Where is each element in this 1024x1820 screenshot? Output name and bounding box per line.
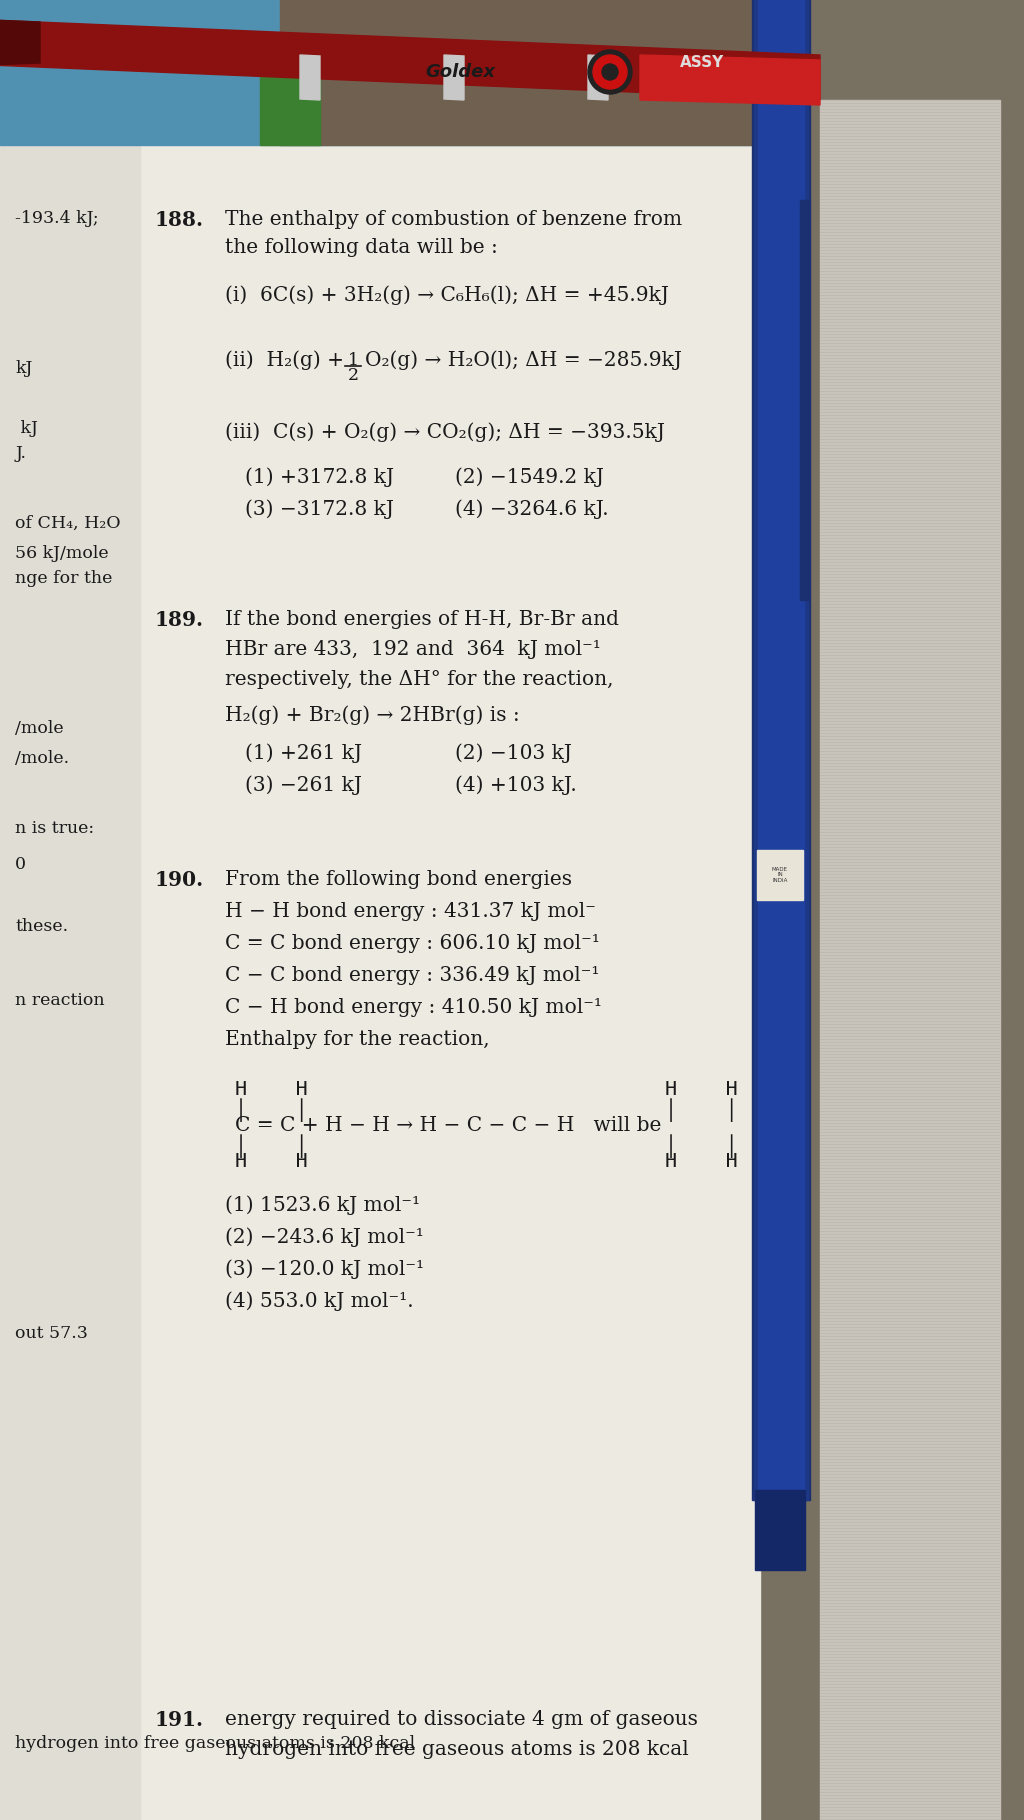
Bar [754,0,808,1500]
Text: The enthalpy of combustion of benzene from: The enthalpy of combustion of benzene fr… [225,209,682,229]
Text: ASSY: ASSY [680,55,724,69]
Text: kJ: kJ [15,420,38,437]
Text: HBr are 433,  192 and  364  kJ mol⁻¹: HBr are 433, 192 and 364 kJ mol⁻¹ [225,641,601,659]
Circle shape [593,55,627,89]
Text: 190.: 190. [155,870,204,890]
Text: C − H bond energy : 410.50 kJ mol⁻¹: C − H bond energy : 410.50 kJ mol⁻¹ [225,997,602,1017]
Text: Goldex: Goldex [425,64,495,82]
Text: (2) −243.6 kJ mol⁻¹: (2) −243.6 kJ mol⁻¹ [225,1227,424,1247]
Text: (4) 553.0 kJ mol⁻¹.: (4) 553.0 kJ mol⁻¹. [225,1290,414,1310]
Text: H − H bond energy : 431.37 kJ mol⁻: H − H bond energy : 431.37 kJ mol⁻ [225,903,596,921]
Bar [0,0,760,146]
Text: 0: 0 [15,855,26,874]
Text: (2) −1549.2 kJ: (2) −1549.2 kJ [455,468,604,486]
Text: Enthalpy for the reaction,: Enthalpy for the reaction, [225,1030,489,1048]
Text: H    H: H H [665,1152,737,1170]
Text: 189.: 189. [155,610,204,630]
Bar [757,850,803,901]
Text: 191.: 191. [155,1711,204,1731]
Text: (ii)  H₂(g) +: (ii) H₂(g) + [225,349,350,369]
Text: these.: these. [15,917,69,935]
Bar [755,1491,805,1571]
Text: /mole.: /mole. [15,750,70,766]
Bar [752,0,810,1500]
Text: C = C bond energy : 606.10 kJ mol⁻¹: C = C bond energy : 606.10 kJ mol⁻¹ [225,934,600,954]
Text: nge for the: nge for the [15,570,113,588]
Polygon shape [0,140,140,1820]
Text: │    │: │ │ [234,1097,308,1121]
Polygon shape [300,55,319,100]
Circle shape [602,64,618,80]
Text: (1) +261 kJ: (1) +261 kJ [245,743,362,763]
Text: /mole: /mole [15,721,63,737]
Text: C − C bond energy : 336.49 kJ mol⁻¹: C − C bond energy : 336.49 kJ mol⁻¹ [225,966,599,985]
Text: respectively, the ΔH° for the reaction,: respectively, the ΔH° for the reaction, [225,670,613,690]
Text: │    │: │ │ [234,1134,308,1158]
Text: H    H: H H [234,1152,308,1170]
Bar [280,0,760,146]
Text: 1: 1 [347,351,358,369]
Text: (2) −103 kJ: (2) −103 kJ [455,743,571,763]
Text: energy required to dissociate 4 gm of gaseous: energy required to dissociate 4 gm of ga… [225,1711,698,1729]
Text: H    H: H H [665,1079,737,1099]
Text: C = C + H − H → H − C − C − H   will be: C = C + H − H → H − C − C − H will be [234,1116,662,1136]
Polygon shape [0,20,40,66]
Text: If the bond energies of H-H, Br-Br and: If the bond energies of H-H, Br-Br and [225,610,618,630]
Bar [260,49,319,146]
Text: (3) −3172.8 kJ: (3) −3172.8 kJ [245,499,394,519]
Text: MADE
IN
INDIA: MADE IN INDIA [772,866,788,883]
Text: hydrogen into free gaseous atoms is 208 kcal: hydrogen into free gaseous atoms is 208 … [15,1734,415,1753]
Polygon shape [588,55,608,100]
Text: (3) −261 kJ: (3) −261 kJ [245,775,361,795]
Polygon shape [0,20,820,100]
Text: J.: J. [15,446,26,462]
Text: (4) +103 kJ.: (4) +103 kJ. [455,775,577,795]
Text: (4) −3264.6 kJ.: (4) −3264.6 kJ. [455,499,608,519]
Text: │    │: │ │ [665,1134,737,1158]
Bar [820,100,1000,1820]
Text: 188.: 188. [155,209,204,229]
Bar [758,0,804,1500]
Text: the following data will be :: the following data will be : [225,238,498,257]
Text: O₂(g) → H₂O(l); ΔH = −285.9kJ: O₂(g) → H₂O(l); ΔH = −285.9kJ [365,349,682,369]
Text: (1) 1523.6 kJ mol⁻¹: (1) 1523.6 kJ mol⁻¹ [225,1196,420,1214]
Text: n is true:: n is true: [15,821,94,837]
Text: kJ: kJ [15,360,33,377]
Polygon shape [0,140,760,1820]
Polygon shape [444,55,464,100]
Text: out 57.3: out 57.3 [15,1325,88,1341]
Polygon shape [640,55,820,106]
Text: 56 kJ/mole: 56 kJ/mole [15,544,109,562]
Text: 2: 2 [347,368,358,384]
Text: hydrogen into free gaseous atoms is 208 kcal: hydrogen into free gaseous atoms is 208 … [225,1740,689,1758]
Text: n reaction: n reaction [15,992,104,1008]
Text: of CH₄, H₂O: of CH₄, H₂O [15,515,121,531]
Text: H₂(g) + Br₂(g) → 2HBr(g) is :: H₂(g) + Br₂(g) → 2HBr(g) is : [225,704,520,724]
Text: (iii)  C(s) + O₂(g) → CO₂(g); ΔH = −393.5kJ: (iii) C(s) + O₂(g) → CO₂(g); ΔH = −393.5… [225,422,665,442]
Bar [760,0,1024,1820]
Text: From the following bond energies: From the following bond energies [225,870,572,888]
Text: -193.4 kJ;: -193.4 kJ; [15,209,98,228]
Text: (3) −120.0 kJ mol⁻¹: (3) −120.0 kJ mol⁻¹ [225,1259,424,1279]
Text: (i)  6C(s) + 3H₂(g) → C₆H₆(l); ΔH = +45.9kJ: (i) 6C(s) + 3H₂(g) → C₆H₆(l); ΔH = +45.9… [225,286,669,304]
Bar [800,200,808,601]
Circle shape [588,49,632,95]
Text: (1) +3172.8 kJ: (1) +3172.8 kJ [245,468,394,486]
Text: H    H: H H [234,1079,308,1099]
Text: │    │: │ │ [665,1097,737,1121]
